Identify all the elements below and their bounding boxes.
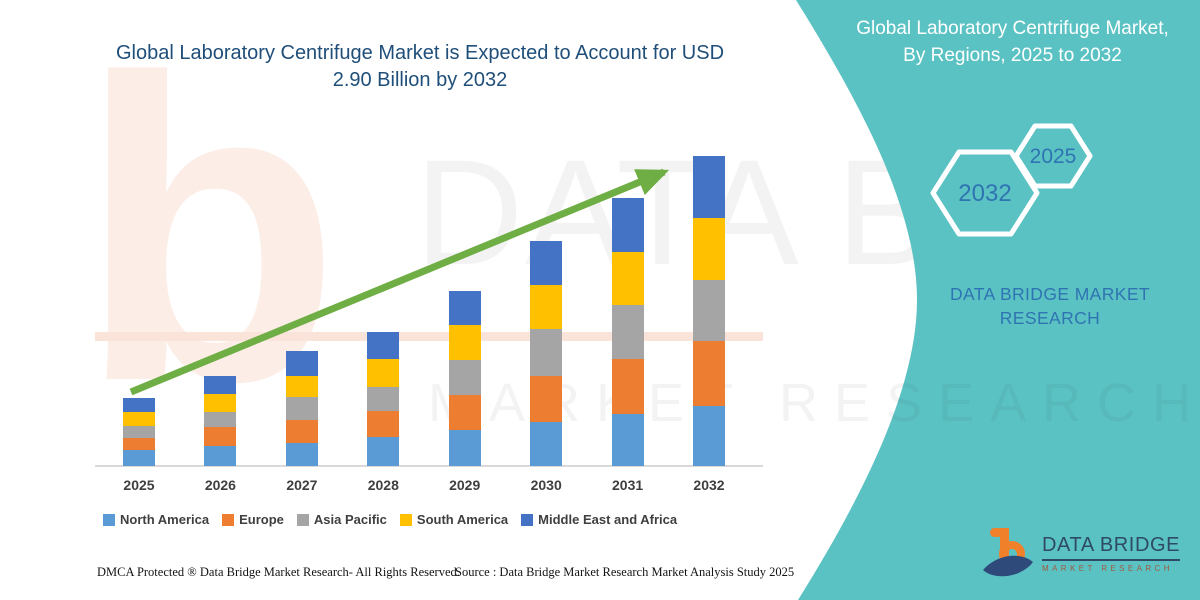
hexagon-2032-label: 2032 <box>958 180 1011 207</box>
legend-swatch <box>296 513 309 526</box>
bar-segment-south-america <box>204 394 237 412</box>
bar-segment-europe <box>693 341 725 406</box>
legend-swatch <box>521 513 534 526</box>
dmca-notice: DMCA Protected ® Data Bridge Market Rese… <box>97 565 460 579</box>
logo-name: DATA BRIDGE <box>1042 534 1181 561</box>
hexagon-2025-label: 2025 <box>1030 145 1077 168</box>
data-bridge-logo-icon <box>983 528 1033 577</box>
bar-segment-asia-pacific <box>611 305 644 359</box>
bar-segment-asia-pacific <box>204 412 237 427</box>
x-axis-label: 2026 <box>204 477 236 493</box>
brand-caption: DATA BRIDGE MARKET RESEARCH <box>949 284 1151 328</box>
legend-item: Middle East and Africa <box>521 512 677 527</box>
legend-label: Middle East and Africa <box>538 512 678 527</box>
x-axis-label: 2025 <box>123 477 155 493</box>
legend-swatch <box>103 513 115 526</box>
bar-segment-north-america <box>530 422 563 466</box>
bar-segment-south-america <box>123 412 155 426</box>
x-axis-label: 2032 <box>693 477 725 493</box>
bar-segment-europe <box>367 411 400 437</box>
bar-segment-asia-pacific <box>693 280 725 341</box>
x-axis-label: 2031 <box>612 477 644 493</box>
legend-label: South America <box>416 512 509 527</box>
x-axis-label: 2028 <box>367 477 399 493</box>
x-axis-label: 2027 <box>286 477 318 493</box>
bar-segment-north-america <box>123 450 155 466</box>
x-axis-labels: 2025 2026 2027 2028 2029 2030 2031 2032 <box>95 477 763 497</box>
bar-segment-europe <box>448 395 481 430</box>
legend-item: South America <box>399 512 509 527</box>
side-panel-title: Global Laboratory Centrifuge Market, By … <box>856 18 1169 66</box>
bar-segment-europe <box>123 438 155 450</box>
legend-swatch <box>222 513 235 526</box>
legend-item: Europe <box>222 512 284 527</box>
bar-segment-middle-east-and-africa <box>611 198 644 252</box>
bar-segment-europe <box>611 359 644 414</box>
legend-label: Asia Pacific <box>313 512 387 527</box>
bar-segment-north-america <box>204 446 237 466</box>
bar-segment-north-america <box>367 437 400 466</box>
bar-segment-europe <box>530 376 563 422</box>
plot-area <box>95 140 763 467</box>
bar-segment-south-america <box>448 325 481 360</box>
bar-segment-middle-east-and-africa <box>530 241 563 285</box>
bar-segment-south-america <box>693 218 725 280</box>
legend-swatch <box>399 513 412 526</box>
logo-tagline: MARKET RESEARCH <box>1042 563 1173 573</box>
bar-segment-middle-east-and-africa <box>693 156 725 218</box>
x-axis-line <box>95 465 763 467</box>
bar-segment-asia-pacific <box>530 329 563 376</box>
chart-title: Global Laboratory Centrifuge Market is E… <box>115 42 725 91</box>
bar-segment-middle-east-and-africa <box>285 351 318 376</box>
bar-segment-europe <box>204 427 237 446</box>
source-note: Source : Data Bridge Market Research Mar… <box>455 565 795 579</box>
bar-segment-north-america <box>693 406 725 466</box>
bar-segment-north-america <box>448 430 481 466</box>
legend-item: Asia Pacific <box>296 512 387 527</box>
bar-segment-asia-pacific <box>367 387 400 411</box>
hexagon-2032: 2032 <box>930 149 1040 237</box>
bar-segment-north-america <box>611 414 644 466</box>
legend-item: North America <box>103 512 209 527</box>
bar-segment-asia-pacific <box>285 397 318 420</box>
x-axis-label: 2029 <box>449 477 481 493</box>
bar-segment-south-america <box>530 285 563 329</box>
bar-segment-south-america <box>367 359 400 387</box>
bar-segment-middle-east-and-africa <box>123 398 155 412</box>
bar-segment-asia-pacific <box>123 426 155 438</box>
bar-segment-middle-east-and-africa <box>367 332 400 359</box>
bar-segment-middle-east-and-africa <box>204 376 237 394</box>
data-bridge-logo: DATA BRIDGE MARKET RESEARCH <box>983 526 1181 580</box>
hexagon-2025: 2025 <box>1013 123 1093 189</box>
bar-segment-south-america <box>611 252 644 305</box>
x-axis-label: 2030 <box>530 477 562 493</box>
bar-segment-south-america <box>285 376 318 397</box>
year-hexagons: 2032 2025 <box>930 123 1093 237</box>
legend-label: Europe <box>239 512 284 527</box>
bar-segment-north-america <box>285 443 318 466</box>
bar-segment-middle-east-and-africa <box>448 291 481 325</box>
chart-legend: North America Europe Asia Pacific South Ame… <box>103 512 677 527</box>
legend-label: North America <box>120 512 210 527</box>
bar-segment-asia-pacific <box>448 360 481 395</box>
bar-segment-europe <box>285 420 318 443</box>
